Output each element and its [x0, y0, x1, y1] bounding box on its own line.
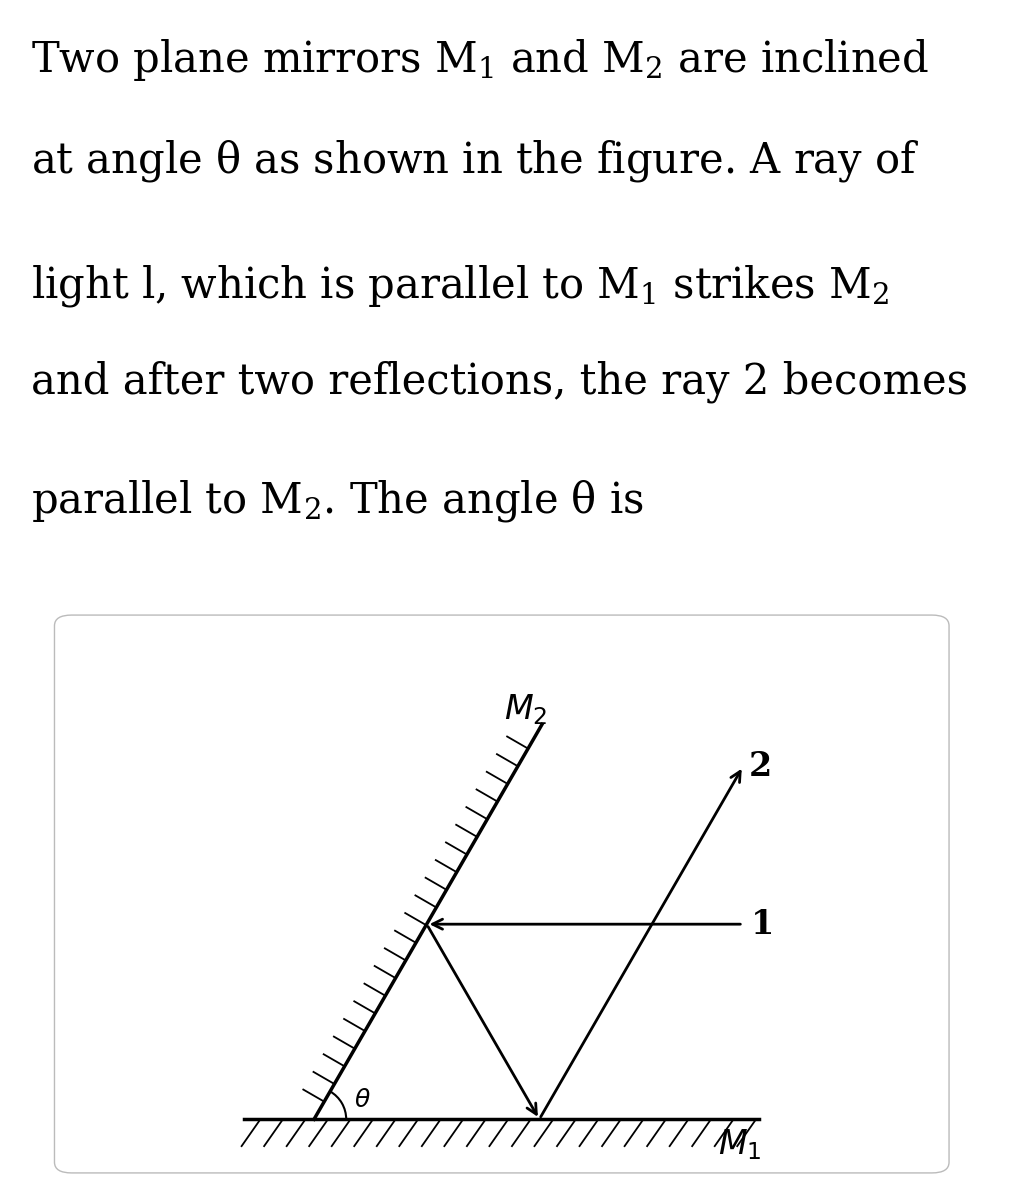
Text: $M_1$: $M_1$ [719, 1128, 762, 1162]
Text: 2: 2 [749, 750, 772, 783]
Text: Two plane mirrors $\mathregular{M_1}$ and $\mathregular{M_2}$ are inclined: Two plane mirrors $\mathregular{M_1}$ an… [31, 37, 929, 82]
Text: light l, which is parallel to $\mathregular{M_1}$ strikes $\mathregular{M_2}$: light l, which is parallel to $\mathregu… [31, 263, 889, 309]
Text: $\theta$: $\theta$ [353, 1089, 371, 1112]
Text: 1: 1 [752, 907, 774, 940]
Text: and after two reflections, the ray 2 becomes: and after two reflections, the ray 2 bec… [31, 360, 968, 403]
Text: parallel to $\mathregular{M_2}$. The angle $\mathregular{\theta}$ is: parallel to $\mathregular{M_2}$. The ang… [31, 478, 643, 523]
FancyBboxPatch shape [54, 615, 949, 1173]
Text: $M_2$: $M_2$ [504, 693, 548, 727]
Text: at angle $\mathregular{\theta}$ as shown in the figure. A ray of: at angle $\mathregular{\theta}$ as shown… [31, 138, 920, 184]
